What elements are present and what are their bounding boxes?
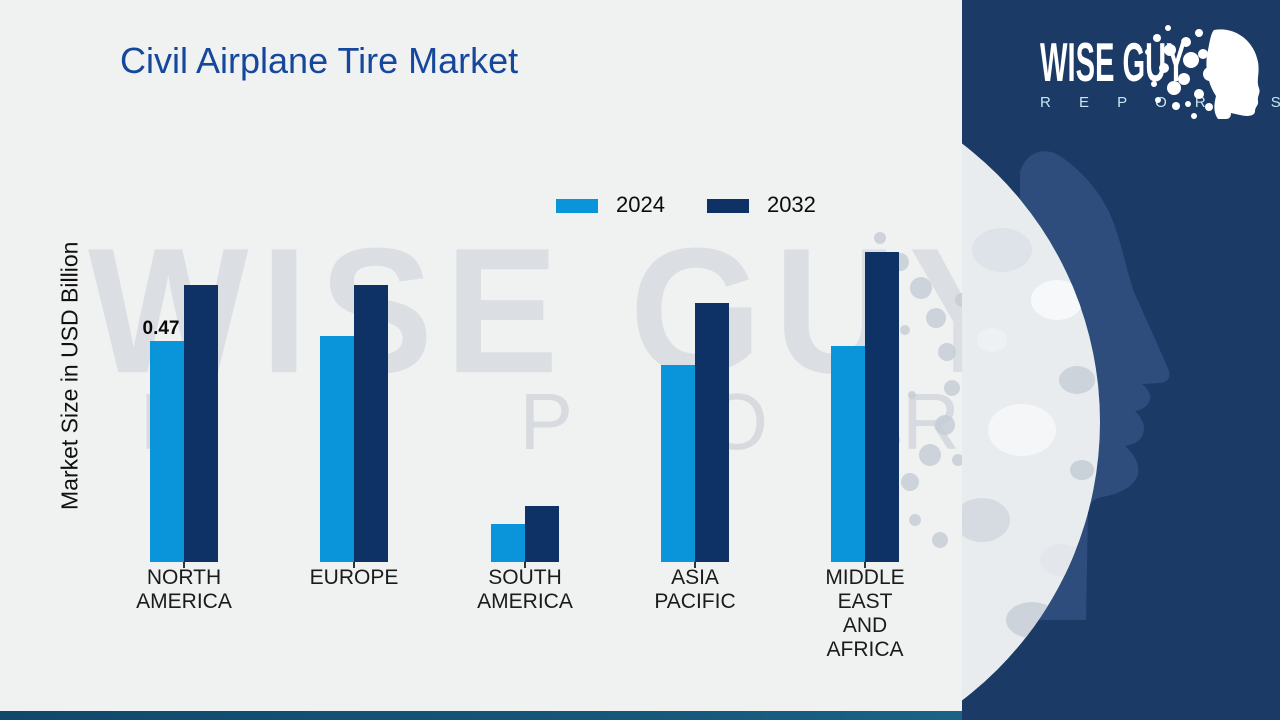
white-face-profile	[1206, 29, 1260, 119]
legend: 2024 2032	[556, 192, 816, 218]
brand-panel: WISE GUY R E P O R T S	[962, 0, 1280, 720]
bar-2032-asia-pacific	[695, 303, 729, 562]
axis-tick	[353, 562, 355, 568]
category-label-europe: EUROPE	[309, 566, 399, 589]
bar-2024-middle-east-and-africa	[831, 346, 865, 562]
bottom-accent-bar	[0, 711, 1280, 720]
category-label-middle-east-and-africa: MIDDLE EAST AND AFRICA	[825, 566, 905, 661]
category-label-north-america: NORTH AMERICA	[136, 566, 232, 613]
legend-swatch-2024	[556, 199, 598, 213]
bar-2024-north-america	[150, 341, 184, 562]
category-label-asia-pacific: ASIA PACIFIC	[654, 566, 736, 613]
logo-wiseguy-text: WISE GUY	[1040, 32, 1186, 94]
legend-swatch-2032	[706, 199, 749, 213]
value-label: 0.47	[142, 318, 180, 339]
bar-2024-asia-pacific	[661, 365, 695, 562]
bar-2032-europe	[354, 285, 388, 562]
page-title: Civil Airplane Tire Market	[120, 40, 519, 81]
moon-and-face-art	[962, 143, 1170, 701]
bar-2032-north-america	[184, 285, 218, 562]
legend-label-2032: 2032	[766, 192, 816, 217]
axis-tick	[864, 562, 866, 568]
legend-label-2024: 2024	[616, 192, 665, 217]
logo-dot-face	[1145, 25, 1260, 119]
bar-2032-middle-east-and-africa	[865, 252, 899, 562]
axis-tick	[524, 562, 526, 568]
bar-2024-south-america	[491, 524, 525, 562]
bar-2024-europe	[320, 336, 354, 562]
axis-tick	[183, 562, 185, 568]
category-label-south-america: SOUTH AMERICA	[477, 566, 573, 613]
bar-2032-south-america	[525, 506, 559, 562]
axis-tick	[694, 562, 696, 568]
